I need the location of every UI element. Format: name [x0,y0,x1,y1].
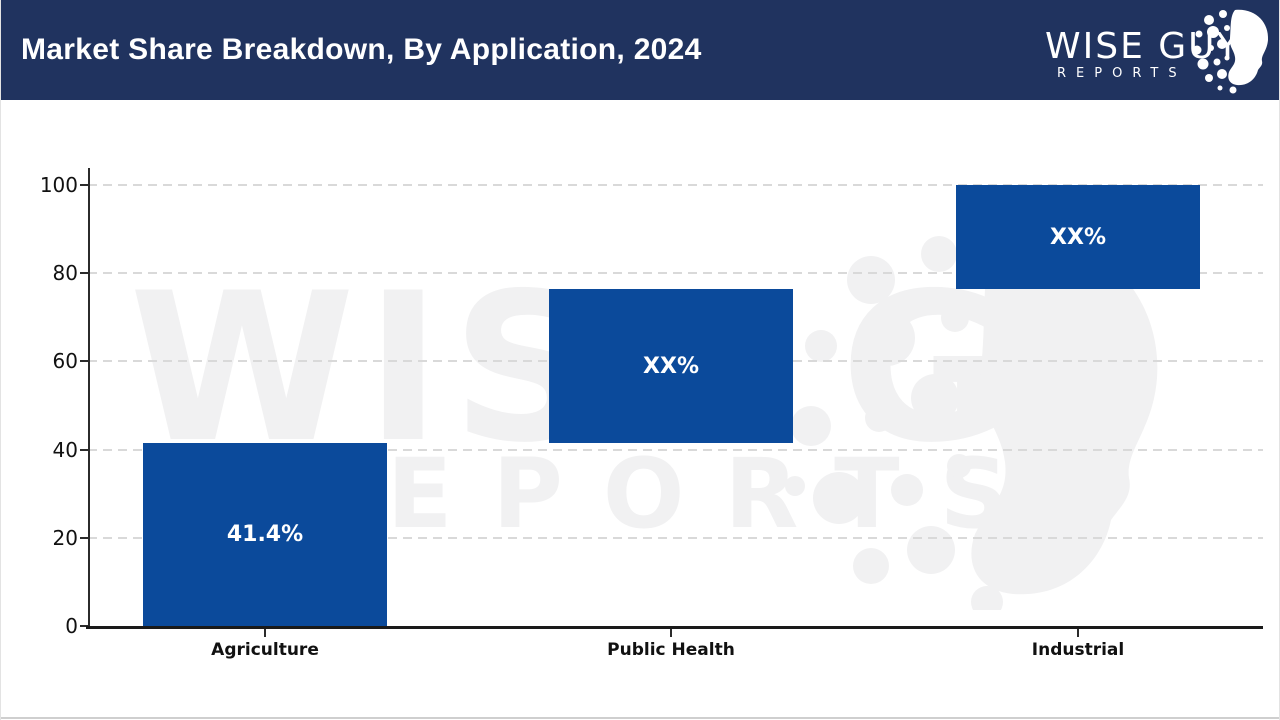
page-title: Market Share Breakdown, By Application, … [21,33,702,66]
header-banner: Market Share Breakdown, By Application, … [1,0,1279,100]
y-tick-label: 20 [52,525,78,550]
y-tick-mark [80,272,88,275]
watermark-subtitle: REPORTS [273,438,1049,550]
logo-subtitle: REPORTS [1057,66,1187,81]
y-tick-mark [80,625,88,627]
dotted-face-icon [1192,9,1269,94]
x-axis-line [86,626,1263,629]
y-tick-label: 100 [39,173,78,197]
gridline [88,184,1263,186]
y-axis-line [88,168,90,629]
wise-guy-reports-logo: WISE GUY REPORTS [1017,4,1269,96]
bar-value-label: XX% [1050,224,1106,250]
x-tick-mark [670,629,672,637]
gridline [88,448,1263,451]
y-tick-mark [80,448,88,451]
x-tick-label: Agriculture [211,640,319,660]
bar-agriculture: 41.4% [143,443,387,626]
bar-value-label: 41.4% [226,522,304,548]
y-tick-label: 40 [52,437,78,462]
watermark-face-icon [785,224,1158,610]
y-tick-label: 80 [52,261,78,286]
y-tick-mark [80,184,88,186]
bar-industrial: XX% [956,185,1200,290]
bar-public-health: XX% [549,289,793,444]
x-tick-label: Industrial [1031,640,1125,660]
x-tick-label: Public Health [607,640,735,660]
y-tick-label: 0 [65,614,78,638]
bar-value-label: XX% [643,353,699,379]
y-tick-label: 60 [52,349,78,374]
x-tick-mark [264,629,266,637]
gridline [88,272,1263,275]
bottom-border [1,717,1279,719]
gridline [88,536,1263,539]
y-tick-mark [80,360,88,363]
x-tick-mark [1077,629,1079,637]
bar-chart: WISE G REPORTS 0 20 40 60 80 100 41.4% Agricult… [1,100,1279,719]
y-tick-mark [80,536,88,539]
